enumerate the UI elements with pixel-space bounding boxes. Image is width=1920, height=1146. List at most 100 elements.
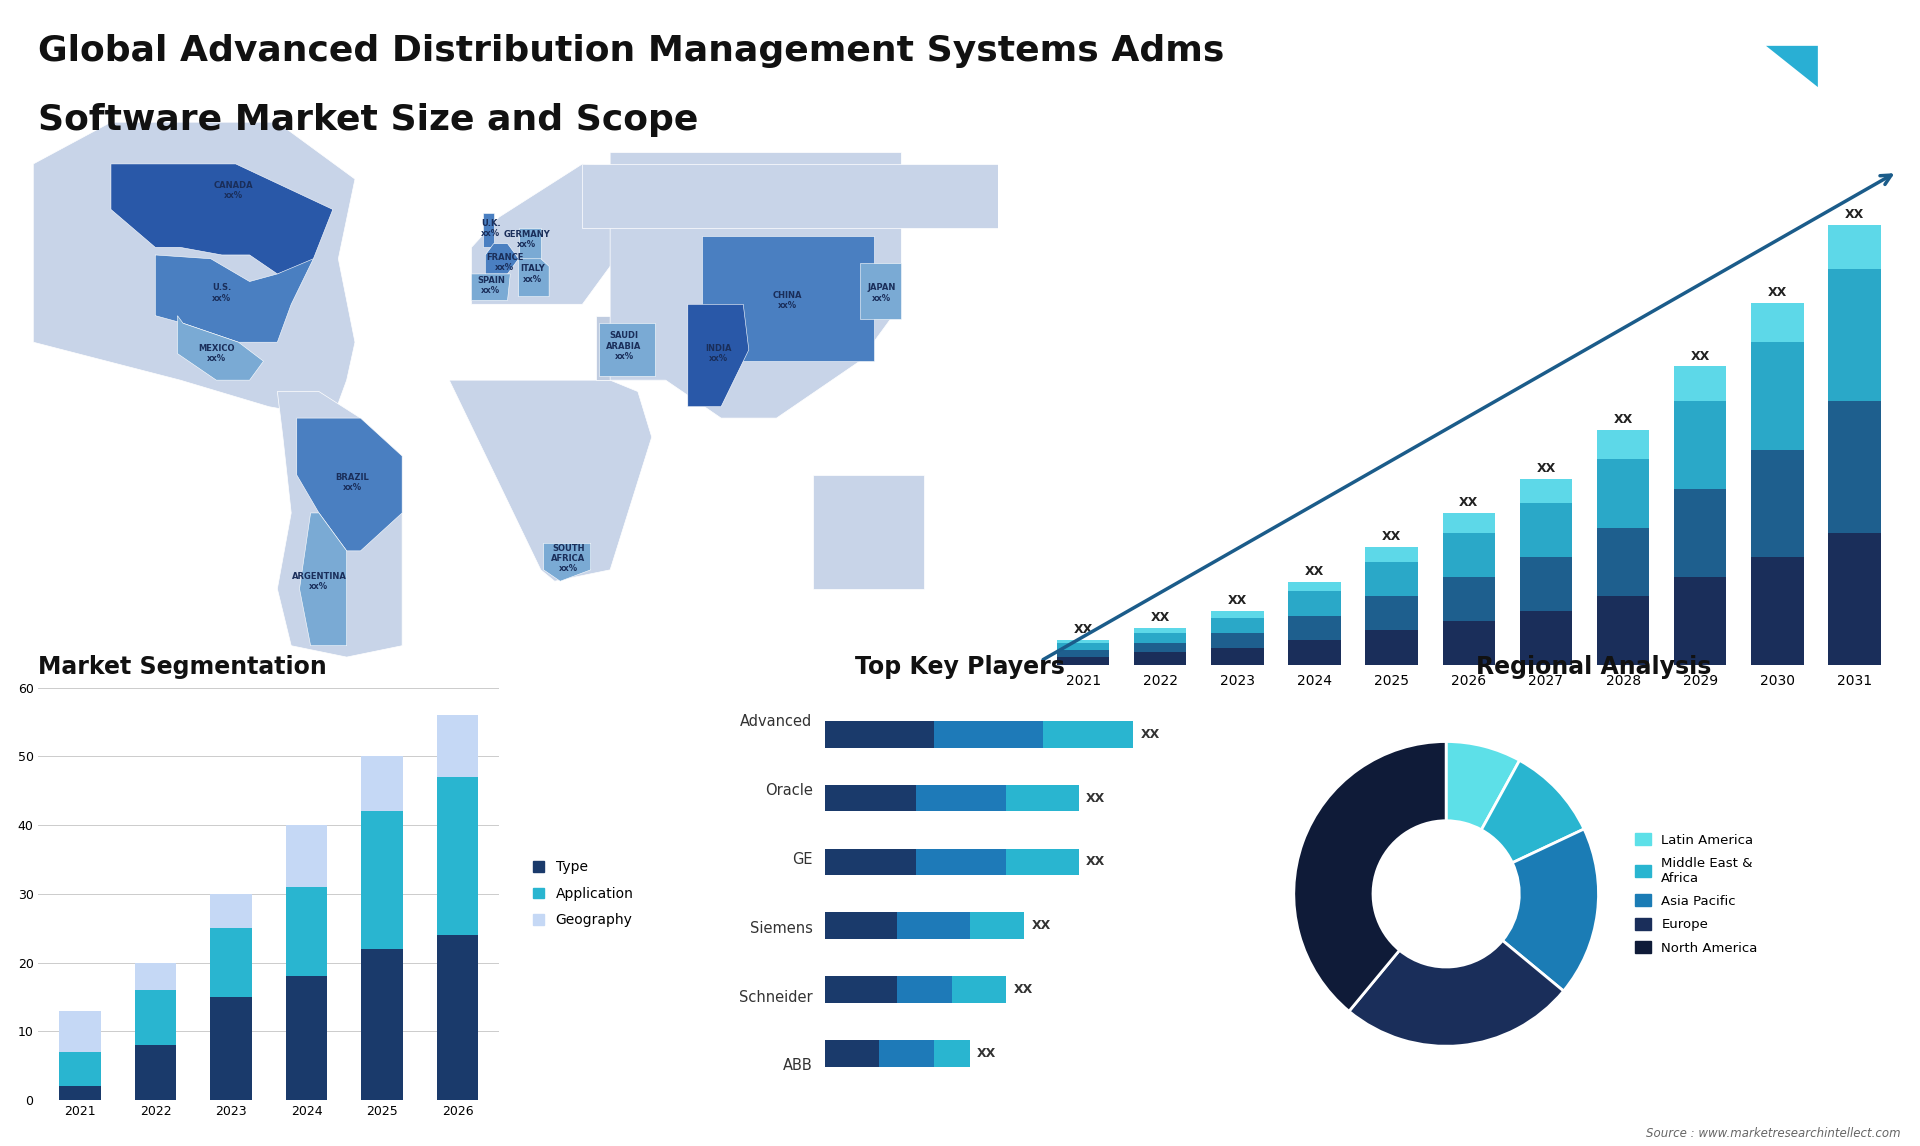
Bar	[1751, 557, 1803, 665]
Polygon shape	[1663, 46, 1766, 121]
Text: Global Advanced Distribution Management Systems Adms: Global Advanced Distribution Management …	[38, 34, 1225, 69]
Bar	[1442, 576, 1496, 621]
Polygon shape	[518, 228, 541, 259]
Text: CHINA
xx%: CHINA xx%	[774, 291, 803, 311]
Text: INTELLECT: INTELLECT	[1828, 96, 1882, 105]
Polygon shape	[482, 213, 493, 248]
Bar	[1674, 576, 1726, 665]
Bar	[1442, 513, 1496, 533]
Text: Oracle: Oracle	[764, 783, 812, 799]
Text: XX: XX	[1073, 623, 1092, 636]
Bar	[1056, 658, 1110, 665]
Bar	[361, 949, 403, 1100]
Polygon shape	[518, 259, 549, 297]
Text: Advanced: Advanced	[741, 714, 812, 730]
Text: XX: XX	[1150, 611, 1169, 625]
Text: RESEARCH: RESEARCH	[1828, 76, 1882, 85]
Bar	[361, 756, 403, 811]
Bar	[1751, 342, 1803, 449]
Bar	[134, 1045, 177, 1100]
Bar	[1365, 548, 1417, 562]
Bar	[1056, 650, 1110, 658]
Bar	[1751, 303, 1803, 342]
Bar	[361, 811, 403, 949]
Bar	[1135, 643, 1187, 652]
Text: SAUDI
ARABIA
xx%: SAUDI ARABIA xx%	[607, 331, 641, 361]
Text: U.K.
xx%: U.K. xx%	[482, 219, 501, 238]
Polygon shape	[177, 315, 263, 380]
Text: CANADA
xx%: CANADA xx%	[213, 181, 253, 201]
Text: Market Segmentation: Market Segmentation	[38, 654, 326, 678]
Text: MEXICO
xx%: MEXICO xx%	[198, 344, 234, 363]
Bar	[1597, 430, 1649, 460]
Text: SPAIN
xx%: SPAIN xx%	[476, 276, 505, 295]
Text: XX: XX	[1536, 462, 1555, 474]
Bar	[60, 1052, 102, 1086]
Text: SOUTH
AFRICA
xx%: SOUTH AFRICA xx%	[551, 543, 586, 573]
Title: Top Key Players: Top Key Players	[854, 654, 1066, 678]
Bar	[1674, 488, 1726, 576]
Bar	[1288, 615, 1340, 641]
Bar	[1212, 611, 1263, 618]
Bar	[436, 715, 478, 777]
Polygon shape	[300, 513, 348, 645]
Text: ITALY
xx%: ITALY xx%	[520, 265, 545, 283]
Bar	[1365, 562, 1417, 596]
Bar	[1674, 401, 1726, 488]
Bar	[211, 997, 252, 1100]
Bar	[1751, 449, 1803, 557]
Text: XX: XX	[1306, 565, 1325, 578]
Bar	[1674, 367, 1726, 401]
Polygon shape	[111, 164, 332, 274]
Bar	[1365, 630, 1417, 665]
Text: XX: XX	[1692, 350, 1711, 362]
Bar	[1442, 621, 1496, 665]
Polygon shape	[449, 380, 651, 581]
Text: INDIA
xx%: INDIA xx%	[705, 344, 732, 363]
Text: BRAZIL
xx%: BRAZIL xx%	[336, 473, 369, 493]
Bar	[1212, 647, 1263, 665]
Polygon shape	[611, 152, 900, 418]
Bar	[1212, 618, 1263, 633]
Polygon shape	[472, 164, 666, 305]
Bar	[1828, 401, 1882, 533]
Bar	[134, 963, 177, 990]
Bar	[1521, 479, 1572, 503]
Bar	[1288, 581, 1340, 591]
Bar	[1597, 460, 1649, 528]
Title: Regional Analysis: Regional Analysis	[1476, 654, 1711, 678]
Text: Source : www.marketresearchintellect.com: Source : www.marketresearchintellect.com	[1645, 1128, 1901, 1140]
Bar	[1212, 633, 1263, 647]
Bar	[1442, 533, 1496, 576]
Bar	[1365, 596, 1417, 630]
Bar	[60, 1086, 102, 1100]
Bar	[1521, 503, 1572, 557]
Bar	[436, 935, 478, 1100]
Polygon shape	[486, 244, 518, 274]
Polygon shape	[298, 418, 401, 551]
Legend: Latin America, Middle East &
Africa, Asia Pacific, Europe, North America: Latin America, Middle East & Africa, Asi…	[1630, 830, 1761, 958]
Bar	[1521, 557, 1572, 611]
Bar	[286, 976, 326, 1100]
Polygon shape	[472, 274, 511, 300]
Polygon shape	[582, 164, 998, 228]
Text: Schneider: Schneider	[739, 989, 812, 1005]
Polygon shape	[701, 236, 874, 361]
Bar	[1521, 611, 1572, 665]
Polygon shape	[597, 315, 666, 380]
Text: ARGENTINA
xx%: ARGENTINA xx%	[292, 572, 346, 591]
Text: GE: GE	[793, 851, 812, 868]
Bar	[436, 777, 478, 935]
Bar	[1135, 628, 1187, 633]
Bar	[1288, 591, 1340, 615]
Text: XX: XX	[1613, 413, 1632, 426]
Bar	[286, 825, 326, 887]
Polygon shape	[33, 123, 355, 418]
Bar	[1597, 596, 1649, 665]
Polygon shape	[1766, 46, 1818, 87]
Bar	[211, 928, 252, 997]
Text: GERMANY
xx%: GERMANY xx%	[503, 230, 551, 250]
Polygon shape	[276, 392, 401, 657]
Bar	[60, 1011, 102, 1052]
Text: XX: XX	[1382, 531, 1402, 543]
